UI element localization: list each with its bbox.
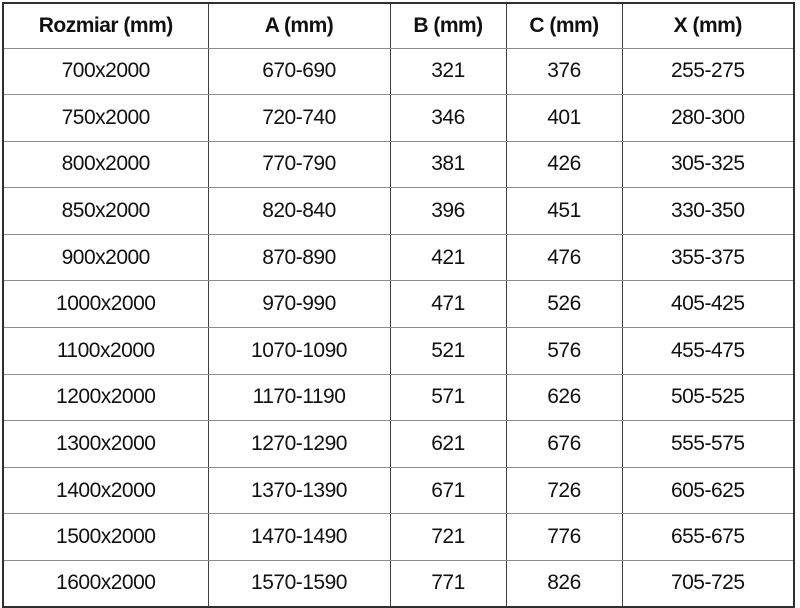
table-cell: 776	[505, 513, 623, 562]
table-cell: 396	[389, 187, 507, 235]
table-cell: 346	[389, 94, 507, 142]
table-cell: 1070-1090	[207, 327, 391, 375]
table-cell: 576	[505, 327, 623, 375]
table-cell: 800x2000	[2, 140, 209, 189]
table-cell: 726	[505, 466, 623, 515]
table-row: 1100x2000 1070-1090 521 576 455-475	[2, 327, 795, 375]
table-cell: 671	[389, 466, 507, 515]
table-cell: 670-690	[207, 47, 391, 96]
table-cell: 655-675	[621, 513, 795, 562]
table-cell: 826	[505, 560, 623, 608]
table-cell: 401	[505, 94, 623, 142]
table-row: 900x2000 870-890 421 476 355-375	[2, 233, 795, 282]
table-row: 800x2000 770-790 381 426 305-325	[2, 140, 795, 189]
table-cell: 521	[389, 327, 507, 375]
table-cell: 1500x2000	[2, 513, 209, 562]
table-row: 1400x2000 1370-1390 671 726 605-625	[2, 466, 795, 515]
header-cell: C (mm)	[505, 2, 623, 49]
table-cell: 505-525	[621, 373, 795, 422]
table-cell: 526	[505, 280, 623, 329]
table-row: 1300x2000 1270-1290 621 676 555-575	[2, 420, 795, 468]
table-cell: 476	[505, 233, 623, 282]
table-cell: 571	[389, 373, 507, 422]
table-cell: 555-575	[621, 420, 795, 468]
table-cell: 376	[505, 47, 623, 96]
table-cell: 721	[389, 513, 507, 562]
table-cell: 455-475	[621, 327, 795, 375]
table-cell: 255-275	[621, 47, 795, 96]
table-cell: 700x2000	[2, 47, 209, 96]
header-cell: X (mm)	[621, 2, 795, 49]
table-cell: 1000x2000	[2, 280, 209, 329]
table-cell: 1270-1290	[207, 420, 391, 468]
table-cell: 1100x2000	[2, 327, 209, 375]
table-cell: 1170-1190	[207, 373, 391, 422]
table-cell: 1570-1590	[207, 560, 391, 608]
table-cell: 1300x2000	[2, 420, 209, 468]
table-cell: 381	[389, 140, 507, 189]
table-cell: 405-425	[621, 280, 795, 329]
table-row: 850x2000 820-840 396 451 330-350	[2, 187, 795, 235]
table-cell: 355-375	[621, 233, 795, 282]
table-cell: 605-625	[621, 466, 795, 515]
table-cell: 1200x2000	[2, 373, 209, 422]
table-cell: 421	[389, 233, 507, 282]
table-row: 750x2000 720-740 346 401 280-300	[2, 94, 795, 142]
header-row: Rozmiar (mm) A (mm) B (mm) C (mm) X (mm)	[2, 2, 795, 49]
table-cell: 1400x2000	[2, 466, 209, 515]
header-cell: A (mm)	[207, 2, 391, 49]
table-cell: 771	[389, 560, 507, 608]
table-cell: 850x2000	[2, 187, 209, 235]
table-cell: 1470-1490	[207, 513, 391, 562]
table-cell: 720-740	[207, 94, 391, 142]
table-cell: 750x2000	[2, 94, 209, 142]
table-cell: 471	[389, 280, 507, 329]
table-cell: 305-325	[621, 140, 795, 189]
table-cell: 676	[505, 420, 623, 468]
table-cell: 426	[505, 140, 623, 189]
header-cell: B (mm)	[389, 2, 507, 49]
header-cell: Rozmiar (mm)	[2, 2, 209, 49]
table-cell: 900x2000	[2, 233, 209, 282]
table-cell: 451	[505, 187, 623, 235]
table-cell: 705-725	[621, 560, 795, 608]
table-cell: 820-840	[207, 187, 391, 235]
table-header: Rozmiar (mm) A (mm) B (mm) C (mm) X (mm)	[2, 2, 795, 49]
table-cell: 970-990	[207, 280, 391, 329]
table-cell: 1600x2000	[2, 560, 209, 608]
table-row: 700x2000 670-690 321 376 255-275	[2, 47, 795, 96]
table-row: 1000x2000 970-990 471 526 405-425	[2, 280, 795, 329]
table-cell: 626	[505, 373, 623, 422]
table-row: 1600x2000 1570-1590 771 826 705-725	[2, 560, 795, 608]
table-cell: 770-790	[207, 140, 391, 189]
table-body: 700x2000 670-690 321 376 255-275 750x2000 720-…	[2, 47, 795, 608]
table-cell: 330-350	[621, 187, 795, 235]
table-cell: 321	[389, 47, 507, 96]
table-cell: 280-300	[621, 94, 795, 142]
table-cell: 870-890	[207, 233, 391, 282]
table-cell: 621	[389, 420, 507, 468]
table-cell: 1370-1390	[207, 466, 391, 515]
table-row: 1500x2000 1470-1490 721 776 655-675	[2, 513, 795, 562]
table-row: 1200x2000 1170-1190 571 626 505-525	[2, 373, 795, 422]
